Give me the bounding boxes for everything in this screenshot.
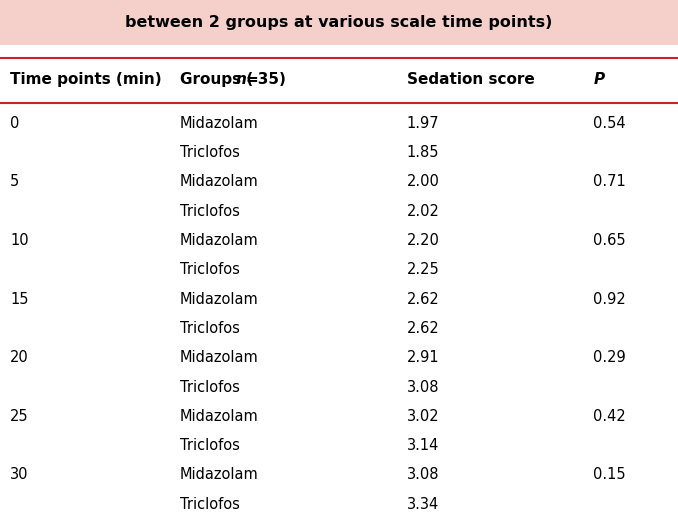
Text: Triclofos: Triclofos [180,497,239,512]
Text: 0.92: 0.92 [593,291,626,307]
Text: 2.02: 2.02 [407,204,439,219]
Text: 2.62: 2.62 [407,291,439,307]
Text: 0.29: 0.29 [593,350,626,365]
Text: 2.20: 2.20 [407,233,439,248]
Text: Triclofos: Triclofos [180,262,239,278]
Text: n: n [236,72,247,87]
Text: 3.14: 3.14 [407,438,439,453]
Text: Midazolam: Midazolam [180,233,258,248]
Text: 15: 15 [10,291,28,307]
Text: Triclofos: Triclofos [180,145,239,160]
Text: between 2 groups at various scale time points): between 2 groups at various scale time p… [125,15,553,30]
Text: Triclofos: Triclofos [180,379,239,395]
Text: 2.91: 2.91 [407,350,439,365]
Text: 2.62: 2.62 [407,321,439,336]
Text: 1.97: 1.97 [407,116,439,131]
Text: Triclofos: Triclofos [180,204,239,219]
Text: 5: 5 [10,174,20,190]
Text: Midazolam: Midazolam [180,291,258,307]
Text: 2.25: 2.25 [407,262,439,278]
Text: 10: 10 [10,233,28,248]
Text: 20: 20 [10,350,29,365]
Text: 0.15: 0.15 [593,467,626,483]
Text: 0.42: 0.42 [593,409,626,424]
Text: 2.00: 2.00 [407,174,439,190]
Text: 0: 0 [10,116,20,131]
Bar [0,0,678,45]
Text: Midazolam: Midazolam [180,174,258,190]
Text: Midazolam: Midazolam [180,409,258,424]
Text: Midazolam: Midazolam [180,350,258,365]
Text: P: P [593,72,604,87]
Text: Triclofos: Triclofos [180,321,239,336]
Text: Midazolam: Midazolam [180,116,258,131]
Text: 3.08: 3.08 [407,379,439,395]
Text: Time points (min): Time points (min) [10,72,162,87]
Text: 0.54: 0.54 [593,116,626,131]
Text: 0.65: 0.65 [593,233,626,248]
Text: Triclofos: Triclofos [180,438,239,453]
Text: 25: 25 [10,409,28,424]
Text: 3.02: 3.02 [407,409,439,424]
Text: 1.85: 1.85 [407,145,439,160]
Text: =35): =35) [246,72,287,87]
Text: Midazolam: Midazolam [180,467,258,483]
Text: Groups (: Groups ( [180,72,253,87]
Text: 0.71: 0.71 [593,174,626,190]
Text: Sedation score: Sedation score [407,72,534,87]
Text: 3.08: 3.08 [407,467,439,483]
Text: 3.34: 3.34 [407,497,439,512]
Text: 30: 30 [10,467,28,483]
